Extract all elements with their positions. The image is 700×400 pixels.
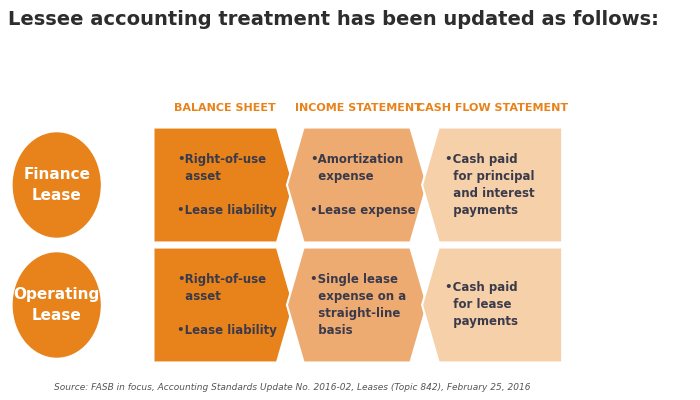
Text: INCOME STATEMENT: INCOME STATEMENT <box>295 103 422 113</box>
Polygon shape <box>287 128 427 242</box>
Text: •Amortization
  expense

•Lease expense: •Amortization expense •Lease expense <box>310 153 416 217</box>
Text: BALANCE SHEET: BALANCE SHEET <box>174 103 276 113</box>
Text: Operating
Lease: Operating Lease <box>13 287 100 323</box>
Polygon shape <box>153 128 293 242</box>
Polygon shape <box>422 248 562 362</box>
Text: •Right-of-use
  asset

•Lease liability: •Right-of-use asset •Lease liability <box>177 153 276 217</box>
Circle shape <box>13 133 100 237</box>
Text: Lessee accounting treatment has been updated as follows:: Lessee accounting treatment has been upd… <box>8 10 659 29</box>
Text: •Single lease
  expense on a
  straight-line
  basis: •Single lease expense on a straight-line… <box>310 273 407 337</box>
Text: Source: FASB in focus, Accounting Standards Update No. 2016-02, Leases (Topic 84: Source: FASB in focus, Accounting Standa… <box>54 383 530 392</box>
Circle shape <box>13 253 100 357</box>
Text: CASH FLOW STATEMENT: CASH FLOW STATEMENT <box>416 103 568 113</box>
Polygon shape <box>153 248 293 362</box>
Text: Finance
Lease: Finance Lease <box>23 167 90 203</box>
Text: •Cash paid
  for lease
  payments: •Cash paid for lease payments <box>445 282 519 328</box>
Polygon shape <box>422 128 562 242</box>
Text: •Cash paid
  for principal
  and interest
  payments: •Cash paid for principal and interest pa… <box>445 153 535 217</box>
Polygon shape <box>287 248 427 362</box>
Text: •Right-of-use
  asset

•Lease liability: •Right-of-use asset •Lease liability <box>177 273 276 337</box>
